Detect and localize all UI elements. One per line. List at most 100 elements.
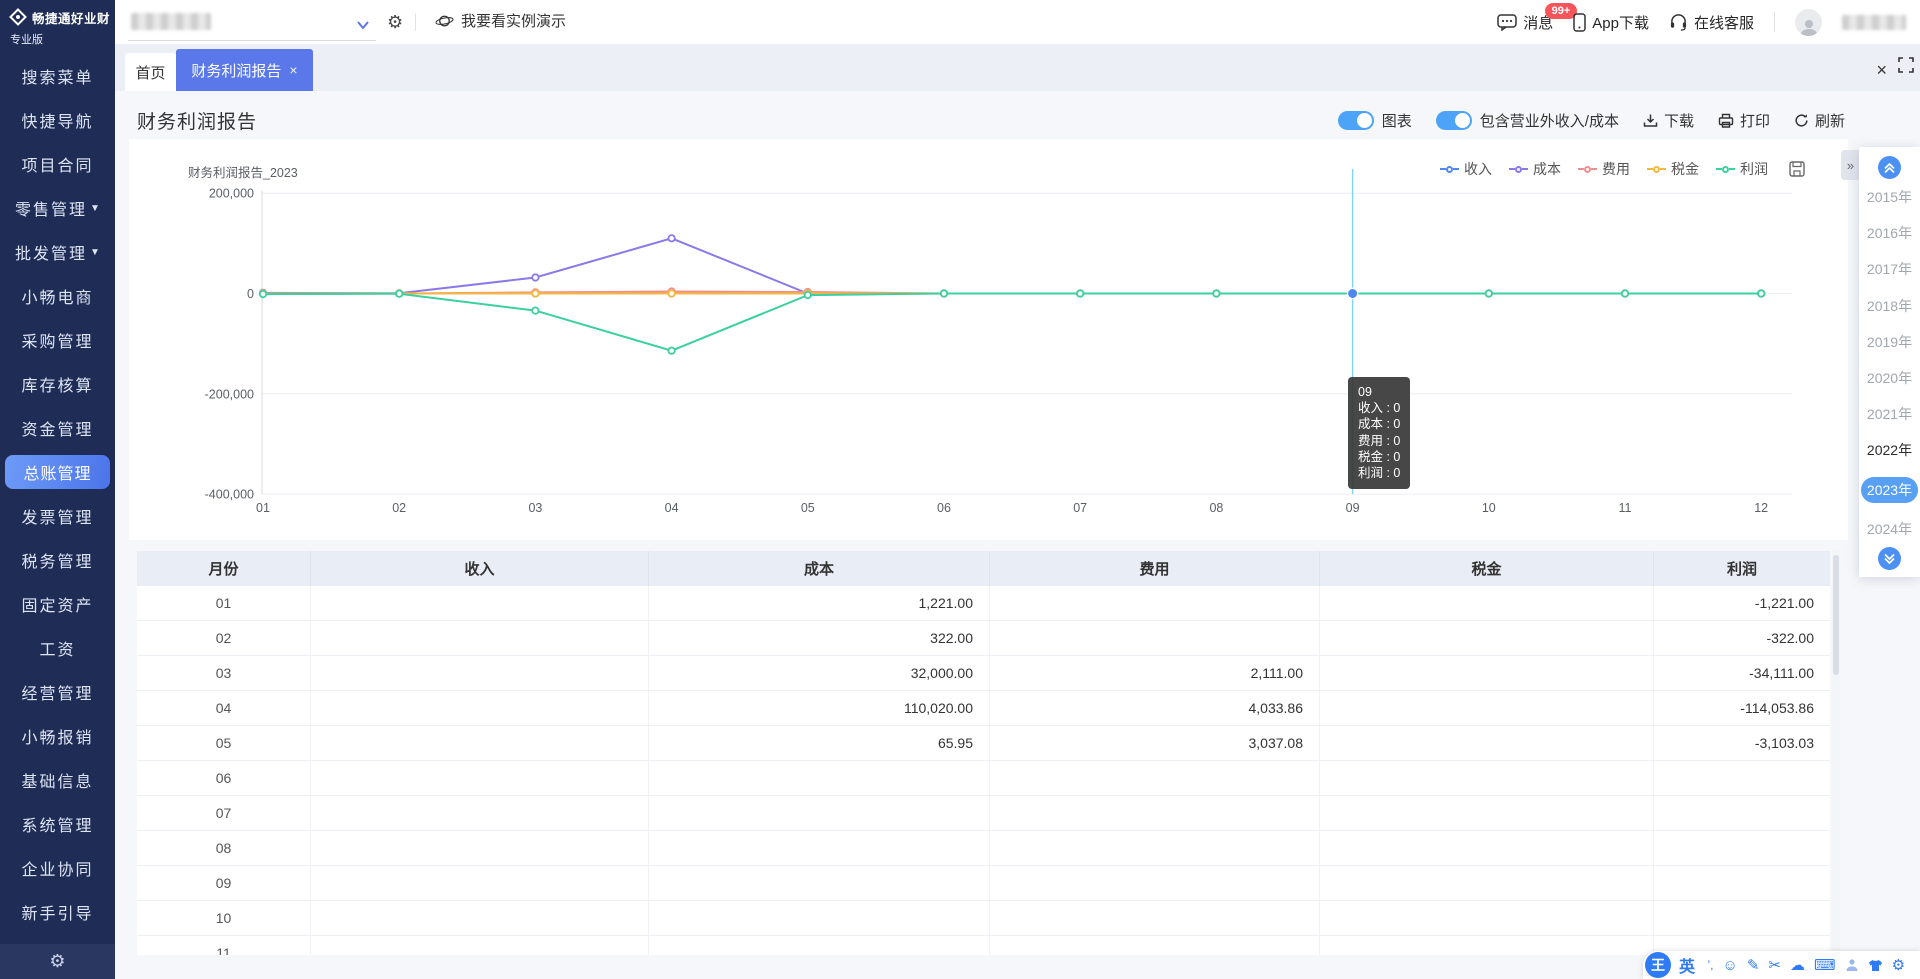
year-list: 2015年 2016年 2017年 2018年 2019年 2020年 2021年 2022年… xyxy=(1859,179,1920,547)
tabbar: 首页 财务利润报告 × × xyxy=(115,44,1920,91)
avatar[interactable] xyxy=(1795,8,1822,36)
sidebar-item[interactable]: 采购管理 xyxy=(21,334,94,351)
refresh-button[interactable]: 刷新 xyxy=(1794,110,1845,131)
page-header: 财务利润报告 图表 包含营业外收入/成本 下载 打印 xyxy=(137,91,1845,149)
tab-home[interactable]: 首页 xyxy=(125,53,176,91)
fullscreen-icon[interactable] xyxy=(1898,57,1914,78)
table-cell xyxy=(990,901,1320,936)
sidebar-item[interactable]: 企业协同 xyxy=(21,862,94,879)
sidebar-item[interactable]: 新手引导 xyxy=(21,906,94,923)
scissors-icon[interactable]: ✂ xyxy=(1768,957,1781,974)
sidebar-item[interactable]: 经营管理 xyxy=(21,686,94,703)
settings-gear-icon[interactable]: ⚙ xyxy=(387,12,404,32)
download-button[interactable]: 下载 xyxy=(1643,110,1694,131)
app-download-button[interactable]: App下载 xyxy=(1573,12,1649,33)
table-row: 01 1,221.00 -1,221.00 xyxy=(137,586,1830,621)
close-all-tabs-icon[interactable]: × xyxy=(1876,60,1887,80)
sidebar-item[interactable]: 发票管理 xyxy=(21,510,94,527)
save-image-icon[interactable] xyxy=(1789,161,1805,177)
table-body: 01 1,221.00 -1,221.00 02 322.00 -322.00 03 32,0… xyxy=(137,586,1830,955)
sidebar-item[interactable]: 小畅报销 xyxy=(21,730,94,747)
sidebar-item[interactable]: 搜索菜单 xyxy=(21,70,94,87)
sidebar-item[interactable]: 基础信息 xyxy=(21,774,94,791)
year-item[interactable]: 2016年 xyxy=(1866,225,1913,242)
year-panel-collapse-button[interactable]: » xyxy=(1841,150,1860,180)
messages-button[interactable]: 消息 99+ xyxy=(1497,2,1578,33)
legend-item[interactable]: 成本 xyxy=(1509,159,1561,179)
legend-item[interactable]: 费用 xyxy=(1578,159,1630,179)
scrollbar-thumb[interactable] xyxy=(1833,555,1839,675)
ime-language-toggle[interactable]: 英 xyxy=(1679,959,1696,976)
sidebar-item[interactable]: 零售管理 ▼ xyxy=(15,202,100,219)
sidebar-item[interactable]: 资金管理 xyxy=(21,422,94,439)
year-item[interactable]: 2024年 xyxy=(1866,520,1913,537)
messages-label: 消息 xyxy=(1523,14,1554,32)
table-cell xyxy=(311,761,649,796)
tooltip-line: 费用 : 0 xyxy=(1358,433,1401,448)
svg-text:12: 12 xyxy=(1754,501,1768,515)
messages-badge: 99+ xyxy=(1544,2,1578,19)
sidebar-item[interactable]: 快捷导航 xyxy=(21,114,94,131)
include-nonoperating-toggle[interactable] xyxy=(1435,110,1472,130)
profit-table: 月份 收入 成本 费用 税金 利润 01 1,221.00 -1,221.00 02 322.00… xyxy=(137,551,1830,955)
person-icon[interactable] xyxy=(1845,958,1859,972)
year-item[interactable]: 2015年 xyxy=(1866,189,1913,206)
svg-text:11: 11 xyxy=(1619,501,1632,515)
table-cell: 1,221.00 xyxy=(649,586,990,621)
sidebar-item[interactable]: 工资 xyxy=(39,642,76,659)
chart-toggle[interactable] xyxy=(1337,110,1374,130)
year-item[interactable]: 2020年 xyxy=(1866,370,1913,387)
skin-shirt-icon[interactable] xyxy=(1868,959,1883,972)
sidebar-item[interactable]: 项目合同 xyxy=(21,158,94,175)
sidebar-item[interactable]: 系统管理 xyxy=(21,818,94,835)
legend-item[interactable]: 利润 xyxy=(1716,159,1768,179)
year-item[interactable]: 2017年 xyxy=(1866,261,1913,278)
cloud-icon[interactable]: ☁ xyxy=(1790,957,1805,974)
years-down-button[interactable] xyxy=(1878,547,1901,570)
table-cell xyxy=(1320,656,1654,691)
emoji-icon[interactable]: ☺ xyxy=(1722,956,1738,974)
year-item[interactable]: 2022年 xyxy=(1866,442,1913,459)
sidebar-item[interactable]: 税务管理 xyxy=(21,554,94,571)
years-up-button[interactable] xyxy=(1878,156,1901,179)
keyboard-icon[interactable]: ⌨ xyxy=(1814,957,1836,974)
sidebar-item[interactable]: 小畅电商 xyxy=(21,290,94,307)
tooltip-line: 成本 : 0 xyxy=(1358,417,1401,432)
pen-icon[interactable]: ✎ xyxy=(1746,957,1760,974)
table-cell xyxy=(990,866,1320,901)
download-label: 下载 xyxy=(1663,112,1694,130)
svg-text:03: 03 xyxy=(528,501,542,515)
tab-profit-report[interactable]: 财务利润报告 × xyxy=(176,49,313,91)
table-cell xyxy=(1320,866,1654,901)
table-cell xyxy=(311,656,649,691)
sidebar-item[interactable]: 总账管理 xyxy=(5,455,110,489)
legend-item[interactable]: 收入 xyxy=(1440,159,1492,179)
sidebar-item[interactable]: 库存核算 xyxy=(21,378,94,395)
table-cell: 65.95 xyxy=(649,726,990,761)
svg-text:09: 09 xyxy=(1346,501,1360,515)
year-item[interactable]: 2021年 xyxy=(1866,406,1913,423)
ime-settings-gear-icon[interactable]: ⚙ xyxy=(1891,957,1906,974)
year-item[interactable]: 2018年 xyxy=(1866,297,1913,314)
org-selector[interactable] xyxy=(128,8,376,41)
ime-logo[interactable]: 王 xyxy=(1645,952,1671,978)
table-scrollbar[interactable] xyxy=(1832,551,1840,955)
sidebar-item[interactable]: 批发管理 ▼ xyxy=(15,246,100,263)
sidebar-item[interactable]: 固定资产 xyxy=(21,598,94,615)
include-nonoperating-label: 包含营业外收入/成本 xyxy=(1479,112,1619,130)
year-item[interactable]: 2019年 xyxy=(1866,333,1913,350)
sidebar-settings-button[interactable]: ⚙ xyxy=(0,944,115,979)
table-row: 11 xyxy=(137,936,1830,955)
demo-link[interactable]: 我要看实例演示 xyxy=(435,10,566,31)
print-button[interactable]: 打印 xyxy=(1718,110,1770,131)
ime-punctuation[interactable]: ’, xyxy=(1707,958,1714,972)
support-button[interactable]: 在线客服 xyxy=(1669,12,1754,33)
table-cell xyxy=(649,761,990,796)
table-header-cell: 费用 xyxy=(990,551,1320,586)
redacted-user-name xyxy=(1842,14,1906,30)
svg-text:02: 02 xyxy=(392,501,406,515)
legend-item[interactable]: 税金 xyxy=(1647,159,1699,179)
tab-close-icon[interactable]: × xyxy=(289,62,298,78)
year-item[interactable]: 2023年 xyxy=(1860,476,1919,503)
